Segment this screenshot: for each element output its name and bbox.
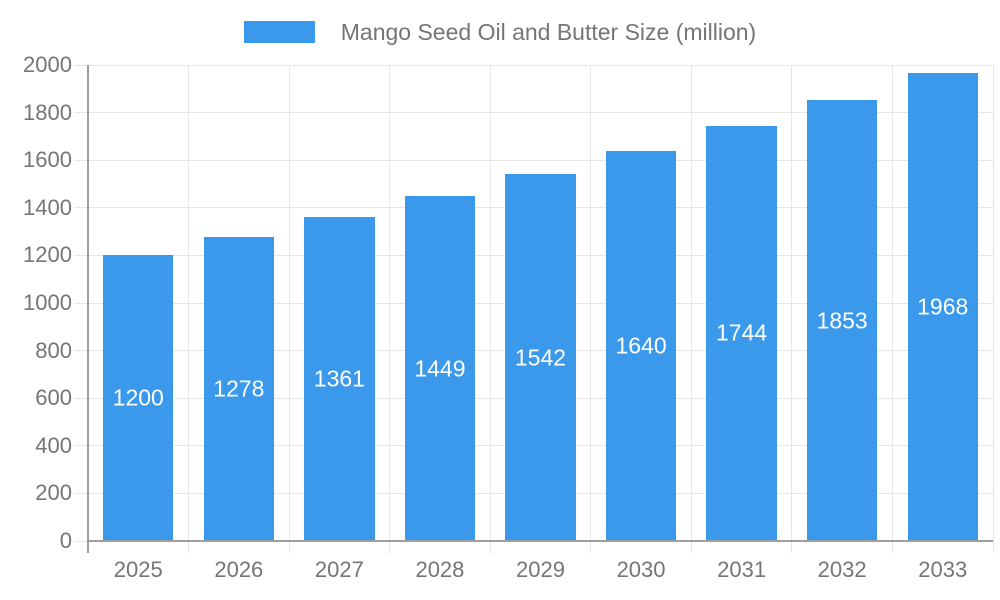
gridline-horizontal — [88, 159, 993, 161]
bar-value-label: 1200 — [112, 384, 164, 411]
y-axis-tick-label: 1800 — [23, 99, 72, 125]
bar[interactable]: 1449 — [404, 196, 476, 541]
x-axis-tick — [891, 541, 893, 553]
bar[interactable]: 1361 — [304, 217, 375, 541]
x-axis-tick — [992, 541, 994, 553]
bar[interactable]: 1640 — [605, 150, 677, 541]
y-axis-tick — [74, 254, 88, 256]
bar[interactable]: 1853 — [806, 100, 878, 541]
bar-value-label: 1640 — [615, 332, 667, 359]
x-axis-tick-label: 2030 — [616, 557, 666, 582]
bar-value-label: 1449 — [414, 355, 466, 382]
y-axis-tick-label: 400 — [35, 432, 72, 458]
gridline-vertical — [489, 65, 491, 541]
gridline-vertical — [891, 65, 893, 541]
x-axis-tick-label: 2029 — [516, 557, 565, 582]
y-axis-tick — [74, 159, 88, 161]
gridline-vertical — [791, 65, 793, 541]
bar-value-label: 1361 — [313, 365, 365, 392]
y-axis-tick — [74, 445, 88, 447]
bar-value-label: 1542 — [514, 344, 567, 370]
y-axis-tick-label: 800 — [35, 337, 72, 363]
x-axis-tick — [288, 541, 290, 553]
bar[interactable]: 1744 — [706, 125, 777, 541]
gridline-horizontal — [88, 112, 993, 114]
plot-area: 1200 1278 1361 1449 1542 1640 1744 1853 1968 — [74, 64, 994, 553]
gridline-horizontal — [88, 64, 993, 66]
y-axis-tick — [74, 397, 88, 399]
x-axis-tick — [590, 541, 592, 553]
x-axis-tick — [389, 541, 391, 553]
gridline-vertical — [288, 65, 290, 541]
x-axis-tick-label: 2031 — [717, 557, 767, 582]
bar[interactable]: 1542 — [505, 174, 576, 541]
bar[interactable]: 1968 — [907, 72, 978, 541]
legend-swatch[interactable] — [243, 21, 315, 43]
legend[interactable]: Mango Seed Oil and Butter Size (million) — [0, 19, 1000, 45]
gridline-vertical — [992, 65, 994, 541]
y-axis-tick — [74, 540, 88, 542]
gridline-vertical — [690, 65, 692, 541]
y-axis-line — [87, 65, 89, 553]
bar-value-label: 1278 — [213, 375, 265, 402]
y-axis-tick — [74, 64, 88, 66]
x-axis-tick-label: 2025 — [113, 557, 163, 582]
gridline-vertical — [188, 65, 190, 541]
gridline-vertical — [389, 65, 391, 541]
x-axis-tick — [489, 541, 491, 553]
x-axis-tick-label: 2027 — [314, 557, 364, 582]
y-axis-tick-label: 600 — [35, 385, 72, 411]
y-axis-tick — [74, 207, 88, 209]
y-axis-tick-label: 1600 — [23, 147, 72, 173]
y-axis-tick-label: 200 — [35, 480, 72, 506]
x-axis-tick-label: 2028 — [415, 557, 465, 582]
y-axis-tick-label: 2000 — [23, 52, 72, 77]
y-axis-tick-label: 0 — [59, 528, 72, 553]
gridline-vertical — [590, 65, 592, 541]
y-axis-tick — [74, 350, 88, 352]
bar-value-label: 1968 — [917, 293, 969, 320]
y-axis-tick-label: 1000 — [23, 290, 72, 315]
chart-title: Mango Seed Oil and Butter Size (million) — [340, 18, 757, 45]
x-axis-line — [88, 540, 993, 542]
x-axis-tick-label: 2026 — [214, 557, 264, 582]
x-axis-tick — [188, 541, 190, 553]
bar-value-label: 1853 — [816, 307, 868, 333]
bar[interactable]: 1278 — [203, 236, 274, 541]
x-axis-tick — [791, 541, 793, 553]
x-axis-tick-label: 2033 — [918, 557, 968, 582]
x-axis-tick-label: 2032 — [817, 557, 867, 582]
x-axis-tick — [690, 541, 692, 553]
y-axis-tick — [74, 492, 88, 494]
y-axis-tick — [74, 112, 88, 114]
bar[interactable]: 1200 — [103, 255, 174, 541]
y-axis-tick-label: 1400 — [23, 194, 72, 220]
y-axis-tick-label: 1200 — [23, 242, 72, 268]
y-axis-tick — [74, 302, 88, 304]
bar-value-label: 1744 — [716, 319, 768, 346]
